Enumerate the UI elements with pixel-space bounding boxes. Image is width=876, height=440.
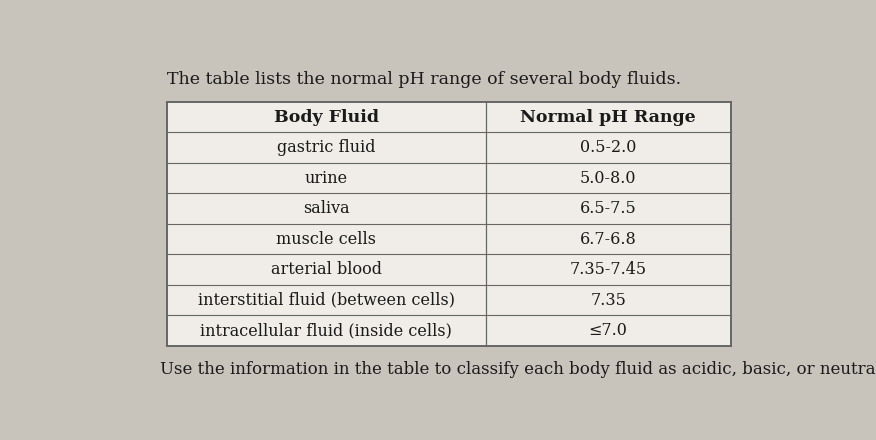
Bar <box>167 132 731 163</box>
Text: 5.0-8.0: 5.0-8.0 <box>580 170 636 187</box>
Text: saliva: saliva <box>303 200 350 217</box>
Text: arterial blood: arterial blood <box>271 261 382 278</box>
Text: Use the information in the table to classify each body fluid as acidic, basic, o: Use the information in the table to clas… <box>160 361 876 378</box>
Bar <box>167 102 731 132</box>
Text: ≤7.0: ≤7.0 <box>589 322 627 339</box>
Bar <box>167 285 731 315</box>
Bar <box>167 315 731 346</box>
Text: gastric fluid: gastric fluid <box>277 139 376 156</box>
Text: Body Fluid: Body Fluid <box>274 109 379 126</box>
Text: muscle cells: muscle cells <box>277 231 377 248</box>
Text: 6.7-6.8: 6.7-6.8 <box>580 231 637 248</box>
Text: urine: urine <box>305 170 348 187</box>
Bar <box>167 224 731 254</box>
Bar <box>167 163 731 194</box>
Text: 7.35: 7.35 <box>590 292 626 308</box>
Text: 7.35-7.45: 7.35-7.45 <box>569 261 646 278</box>
Bar <box>167 194 731 224</box>
Text: Normal pH Range: Normal pH Range <box>520 109 696 126</box>
Text: interstitial fluid (between cells): interstitial fluid (between cells) <box>198 292 455 308</box>
Text: 0.5-2.0: 0.5-2.0 <box>580 139 636 156</box>
Text: intracellular fluid (inside cells): intracellular fluid (inside cells) <box>201 322 452 339</box>
Bar <box>167 254 731 285</box>
Text: The table lists the normal pH range of several body fluids.: The table lists the normal pH range of s… <box>167 71 682 88</box>
Text: 6.5-7.5: 6.5-7.5 <box>580 200 637 217</box>
